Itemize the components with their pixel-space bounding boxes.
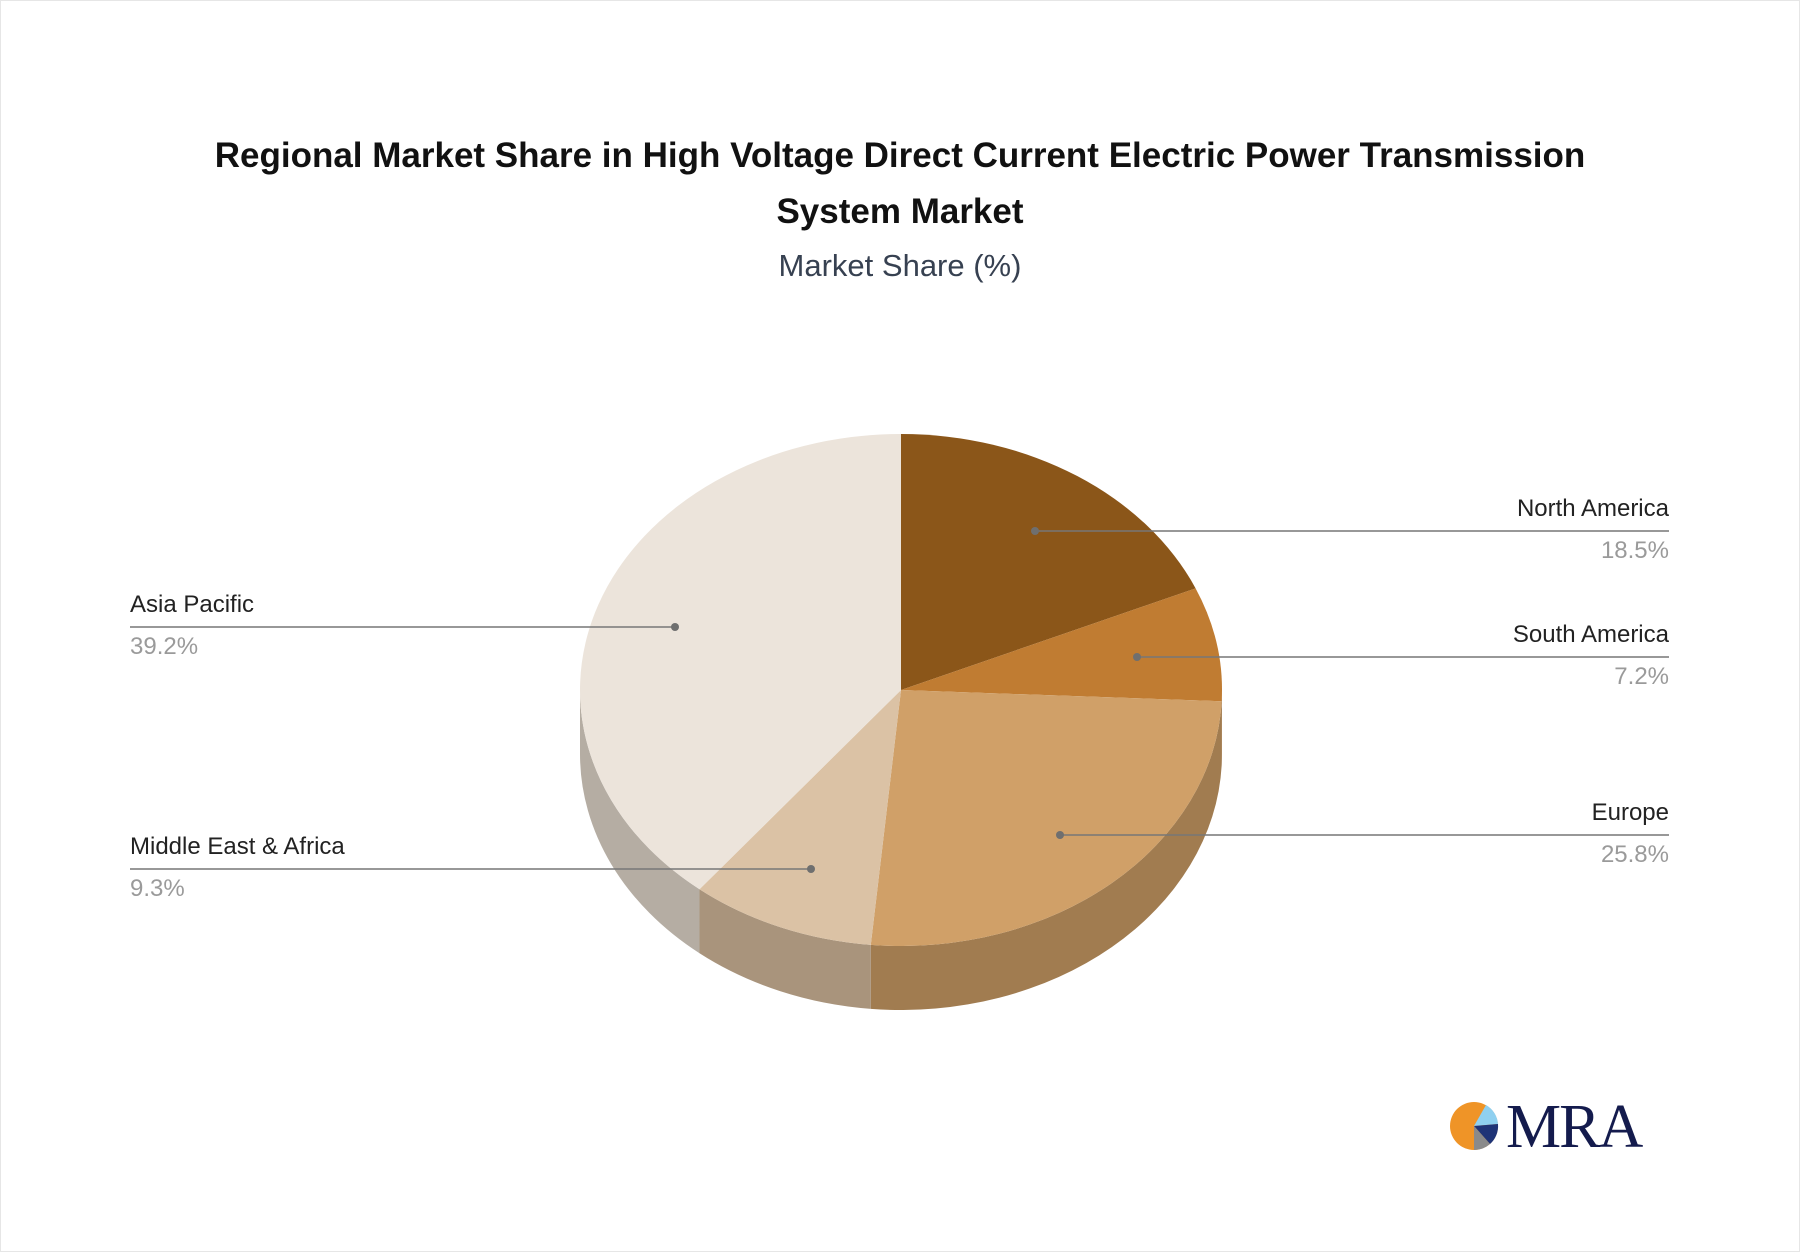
slice-label-value: 25.8% <box>1600 841 1669 868</box>
slice-label-value: 7.2% <box>1614 663 1669 690</box>
pie-slice-north-america[interactable] <box>901 434 1196 690</box>
logo-text: MRA <box>1506 1093 1643 1161</box>
pie-slice-south-america[interactable] <box>901 588 1222 702</box>
mra-logo: MRA <box>1448 1093 1648 1161</box>
pie-slice-middle-east-africa[interactable] <box>699 690 901 945</box>
chart-title-line2: System Market <box>776 192 1024 231</box>
slice-label-value: 18.5% <box>1600 537 1669 564</box>
slice-side-4 <box>580 690 700 954</box>
leader-lines <box>130 527 1669 873</box>
pie-slice-europe[interactable] <box>870 690 1222 947</box>
slice-label-name: Europe <box>1591 799 1669 826</box>
slice-label-value: 9.3% <box>130 875 185 902</box>
chart-title-line1: Regional Market Share in High Voltage Di… <box>214 136 1586 175</box>
slice-label-name: Asia Pacific <box>130 591 255 618</box>
pie-slices <box>579 434 1222 947</box>
slice-side-3 <box>699 889 871 1009</box>
pie-sides <box>580 690 1222 1011</box>
chart-subtitle: Market Share (%) <box>778 248 1022 283</box>
slice-label-name: South America <box>1512 621 1669 648</box>
slice-label-value: 39.2% <box>130 633 199 660</box>
slice-side-2 <box>870 701 1222 1011</box>
pie-logo-icon <box>1450 1102 1499 1151</box>
slice-label-name: North America <box>1516 495 1669 522</box>
pie-slice-asia-pacific[interactable] <box>579 434 901 890</box>
slice-label-name: Middle East & Africa <box>130 833 345 860</box>
